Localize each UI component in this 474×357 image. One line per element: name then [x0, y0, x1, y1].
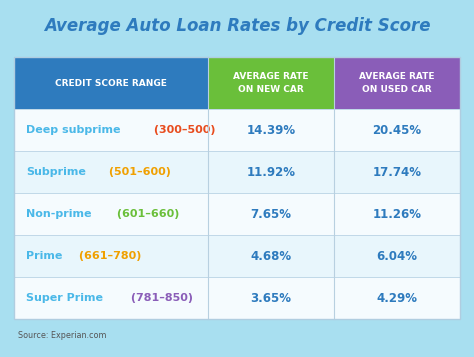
Text: Deep subprime: Deep subprime — [26, 125, 120, 135]
Bar — [14, 57, 460, 319]
Text: AVERAGE RATE
ON USED CAR: AVERAGE RATE ON USED CAR — [359, 72, 435, 94]
Text: (601–660): (601–660) — [112, 209, 179, 219]
Text: CREDIT SCORE RANGE: CREDIT SCORE RANGE — [55, 79, 167, 87]
Text: 20.45%: 20.45% — [373, 124, 421, 136]
Bar — [14, 277, 460, 319]
Text: 6.04%: 6.04% — [376, 250, 418, 262]
Text: 17.74%: 17.74% — [373, 166, 421, 178]
Text: AVERAGE RATE
ON NEW CAR: AVERAGE RATE ON NEW CAR — [233, 72, 309, 94]
Text: 4.68%: 4.68% — [250, 250, 292, 262]
Text: 11.92%: 11.92% — [246, 166, 295, 178]
Bar — [14, 151, 460, 193]
Bar — [14, 109, 460, 151]
Bar — [14, 57, 208, 109]
Text: Non-prime: Non-prime — [26, 209, 91, 219]
Bar — [208, 57, 334, 109]
Text: 3.65%: 3.65% — [250, 292, 292, 305]
Text: Super Prime: Super Prime — [26, 293, 103, 303]
Text: Subprime: Subprime — [26, 167, 86, 177]
Text: 11.26%: 11.26% — [373, 207, 421, 221]
Text: (300–500): (300–500) — [150, 125, 216, 135]
Text: (501–600): (501–600) — [105, 167, 171, 177]
Text: Prime: Prime — [26, 251, 63, 261]
Text: 7.65%: 7.65% — [250, 207, 292, 221]
Text: 14.39%: 14.39% — [246, 124, 296, 136]
Text: Source: Experian.com: Source: Experian.com — [18, 331, 107, 340]
Bar — [334, 57, 460, 109]
Text: 4.29%: 4.29% — [376, 292, 418, 305]
Text: Average Auto Loan Rates by Credit Score: Average Auto Loan Rates by Credit Score — [44, 17, 430, 35]
Bar — [14, 193, 460, 235]
Text: (661–780): (661–780) — [75, 251, 141, 261]
Text: (781–850): (781–850) — [128, 293, 193, 303]
Bar — [14, 235, 460, 277]
